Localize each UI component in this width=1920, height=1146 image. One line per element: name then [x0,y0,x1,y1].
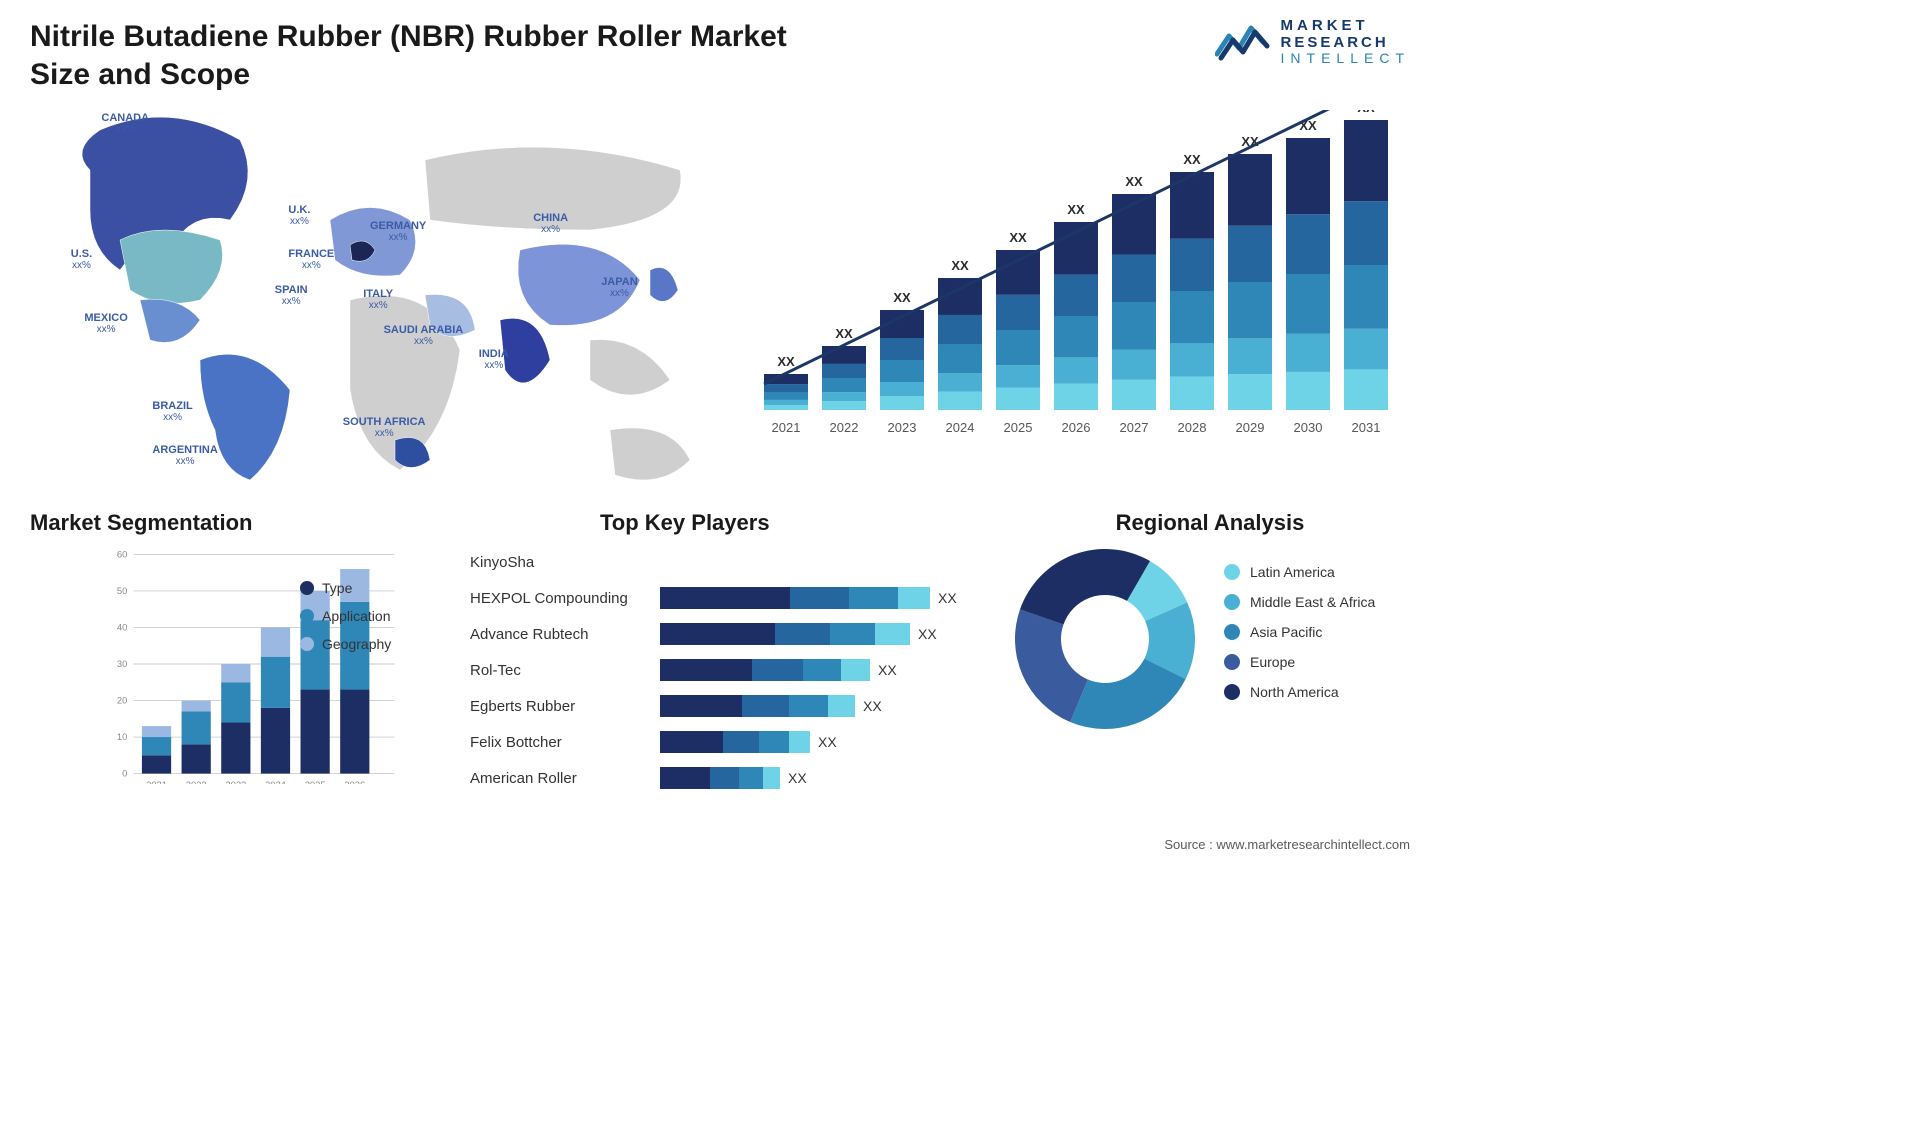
svg-text:30: 30 [117,658,127,669]
player-name: Advance Rubtech [470,616,660,652]
regional-title: Regional Analysis [1010,510,1410,536]
svg-text:2026: 2026 [344,779,365,784]
map-label: BRAZILxx% [152,400,192,423]
world-map: CANADAxx% U.S.xx% MEXICOxx% BRAZILxx% ARGENT… [30,100,710,500]
map-label: SAUDI ARABIAxx% [384,324,464,347]
player-bar-row: XX [660,652,990,688]
svg-text:XX: XX [951,258,969,273]
svg-text:2027: 2027 [1120,420,1149,435]
svg-text:2026: 2026 [1062,420,1091,435]
svg-text:40: 40 [117,622,127,633]
svg-text:XX: XX [1183,152,1201,167]
map-label: CHINAxx% [533,212,568,235]
svg-text:XX: XX [1357,110,1375,115]
player-name: Egberts Rubber [470,688,660,724]
regional-legend-item: Asia Pacific [1224,624,1375,640]
svg-text:50: 50 [117,585,127,596]
svg-text:2024: 2024 [946,420,975,435]
growth-chart: XX 2021 XX 2022 XX 2023 XX 2024 XX 2025 XX 2026 XX 20… [740,110,1410,470]
svg-text:XX: XX [1067,202,1085,217]
segmentation-legend-item: Application [300,608,391,624]
svg-text:2029: 2029 [1236,420,1265,435]
map-label: INDIAxx% [479,348,509,371]
svg-text:2022: 2022 [186,779,207,784]
segmentation-legend-item: Geography [300,636,391,652]
map-label: SPAINxx% [275,284,308,307]
regional-legend: Latin America Middle East & Africa Asia Pa… [1224,564,1375,714]
regional-legend-item: Latin America [1224,564,1375,580]
svg-text:2031: 2031 [1352,420,1381,435]
map-label: ITALYxx% [363,288,393,311]
players-title: Top Key Players [600,510,990,536]
segmentation-legend: Type Application Geography [300,580,391,664]
player-name: Rol-Tec [470,652,660,688]
page-title: Nitrile Butadiene Rubber (NBR) Rubber Ro… [30,18,810,93]
svg-text:20: 20 [117,695,127,706]
svg-text:60: 60 [117,549,127,560]
map-label: U.S.xx% [71,248,92,271]
svg-text:2025: 2025 [305,779,326,784]
logo-text: MARKET RESEARCH INTELLECT [1281,18,1410,66]
map-label: GERMANYxx% [370,220,426,243]
svg-text:2023: 2023 [888,420,917,435]
svg-text:2021: 2021 [772,420,801,435]
map-label: MEXICOxx% [84,312,127,335]
source-attribution: Source : www.marketresearchintellect.com [1164,837,1410,852]
player-bar-row: XX [660,760,990,796]
svg-text:0: 0 [122,768,127,779]
svg-text:XX: XX [777,354,795,369]
players-bar-list: XXXXXXXXXXXX [660,544,990,796]
svg-text:2030: 2030 [1294,420,1323,435]
player-bar-row: XX [660,580,990,616]
svg-text:2024: 2024 [265,779,286,784]
regional-legend-item: Middle East & Africa [1224,594,1375,610]
player-name: KinyoSha [470,544,660,580]
player-name: Felix Bottcher [470,724,660,760]
player-bar-row: XX [660,616,990,652]
brand-logo: MARKET RESEARCH INTELLECT [1215,18,1410,66]
segmentation-title: Market Segmentation [30,510,450,536]
svg-text:2023: 2023 [225,779,246,784]
segmentation-legend-item: Type [300,580,391,596]
player-name: HEXPOL Compounding [470,580,660,616]
map-label: SOUTH AFRICAxx% [343,416,426,439]
regional-section: Regional Analysis Latin America Middle Ea… [1010,510,1410,734]
svg-text:2022: 2022 [830,420,859,435]
players-section: Top Key Players KinyoShaHEXPOL Compoundi… [470,510,990,796]
map-label: FRANCExx% [288,248,334,271]
svg-text:2025: 2025 [1004,420,1033,435]
svg-text:2028: 2028 [1178,420,1207,435]
svg-text:10: 10 [117,731,127,742]
svg-text:XX: XX [1125,174,1143,189]
logo-mark-icon [1215,22,1271,62]
map-label: U.K.xx% [288,204,310,227]
segmentation-section: Market Segmentation 0 10 20 30 40 50 60 2021 202… [30,510,450,789]
svg-text:XX: XX [835,326,853,341]
player-bar-row: XX [660,688,990,724]
svg-text:2021: 2021 [146,779,167,784]
map-label: ARGENTINAxx% [152,444,217,467]
regional-legend-item: North America [1224,684,1375,700]
player-bar-row [660,544,990,580]
map-label: JAPANxx% [601,276,637,299]
regional-donut [1010,544,1200,734]
map-label: CANADAxx% [101,112,149,135]
player-bar-row: XX [660,724,990,760]
svg-text:XX: XX [893,290,911,305]
player-name: American Roller [470,760,660,796]
regional-legend-item: Europe [1224,654,1375,670]
svg-text:XX: XX [1009,230,1027,245]
players-name-list: KinyoShaHEXPOL CompoundingAdvance Rubtec… [470,544,660,796]
